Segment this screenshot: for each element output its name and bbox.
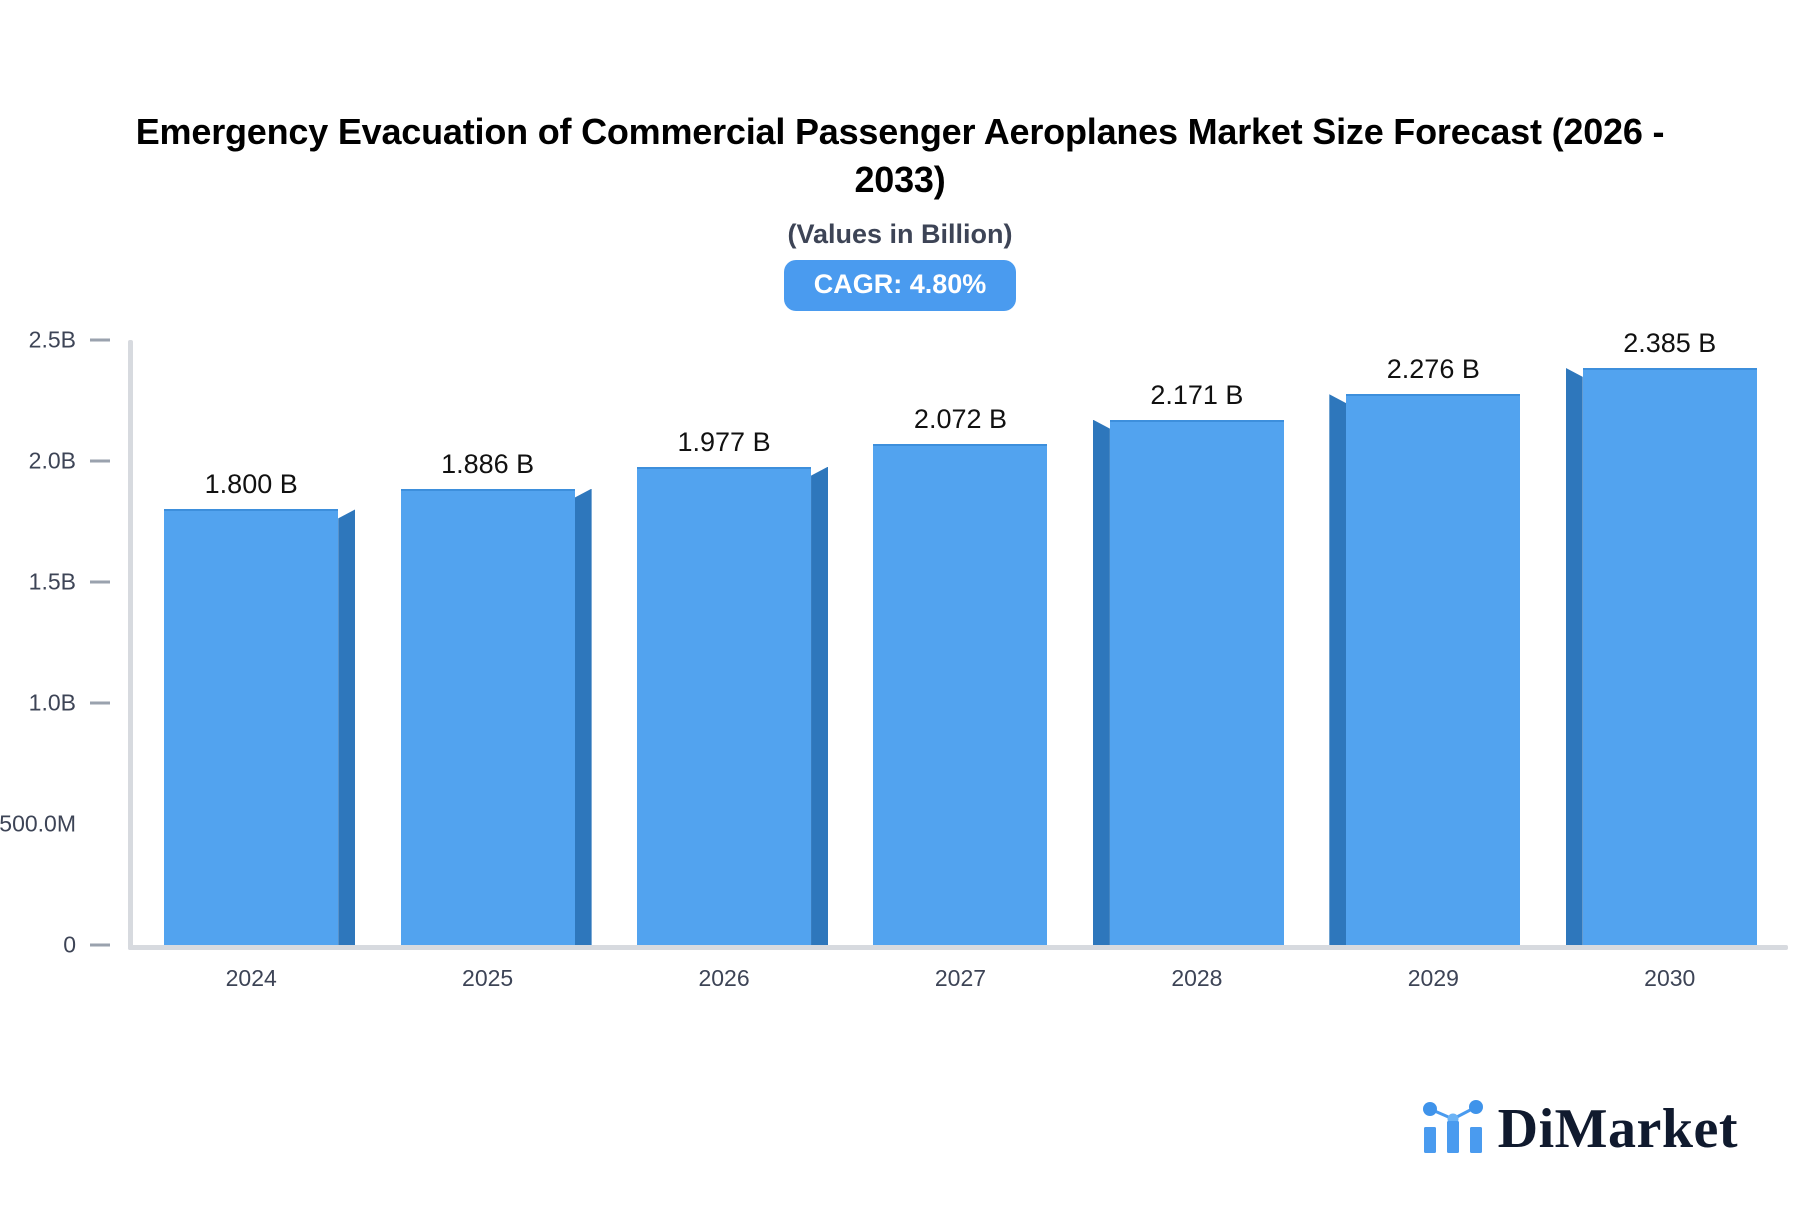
bar-front-face [400,488,575,945]
bar-front-face [1582,367,1757,945]
y-axis-tick: 2.0B [0,448,110,475]
bar-value-label: 2.276 B [1386,354,1480,385]
cagr-badge-wrapper: CAGR: 4.80% [0,260,1800,312]
y-axis-tick-label: 500.0M [0,810,76,837]
bar[interactable]: 1.886 B [400,449,592,945]
x-axis-label: 2027 [934,965,987,991]
y-axis-tick-label: 2.5B [28,326,76,353]
y-axis-tick-mark [90,943,110,947]
bar-value-label: 1.800 B [204,469,298,500]
y-axis-line [128,340,133,950]
chart-subtitle: (Values in Billion) [787,219,1013,250]
y-axis-tick-mark [90,459,110,463]
y-axis-tick-label: 1.5B [28,568,76,595]
bar-front-face [164,509,339,945]
bar[interactable]: 1.977 B [637,427,829,945]
bar-slot: 1.886 B [369,340,605,945]
bar-side-face [338,509,356,945]
y-axis-tick-mark [90,701,110,705]
x-axis-label: 2029 [1407,965,1459,991]
bar-side-face [1329,394,1347,945]
y-axis-tick-label: 1.0B [28,689,76,716]
logo-text: DiMarket [1497,1097,1738,1160]
y-axis-tick-label: 2.0B [28,447,76,474]
y-axis-tick-mark [90,580,110,584]
bar-value-label: 2.171 B [1150,379,1244,410]
x-axis-line [128,945,1788,950]
bar-side-face [1092,419,1110,945]
y-axis-tick: 1.0B [0,690,110,717]
bar-series: 1.800 B 1.886 B 1.977 B 2.072 B 2.171 B 2.276… [133,328,1788,945]
y-axis-tick: 500.0M [0,811,110,838]
bar-slot: 1.800 B [133,340,369,945]
bar-value-label: 2.385 B [1623,327,1717,358]
bar[interactable]: 2.072 B [873,404,1048,945]
dimarket-logo: DiMarket [1422,1097,1738,1160]
y-axis-tick: 2.5B [0,327,110,354]
x-axis-label: 2025 [462,965,514,991]
bar-value-label: 1.977 B [677,426,771,457]
x-axis-label: 2026 [698,965,750,991]
bar-side-face [574,488,592,945]
bar-side-face [1565,367,1583,945]
page-title: Emergency Evacuation of Commercial Passe… [135,111,1665,200]
y-axis-tick-label: 0 [63,931,76,958]
bar[interactable]: 2.276 B [1329,354,1521,945]
plot-area: 2.5B 2.0B 1.5B 1.0B 500.0M 0 1.800 B 1.886 B 1.… [0,327,1800,991]
bar-slot: 2.072 B [842,340,1078,945]
x-axis-label: 2024 [225,965,277,991]
y-axis-tick: 0 [0,932,110,959]
y-axis-tick-mark [90,822,110,825]
bar-slot: 2.171 B [1079,340,1315,945]
bar[interactable]: 2.385 B [1565,328,1757,945]
bar[interactable]: 2.171 B [1092,380,1284,945]
bar-front-face [1346,394,1521,945]
bar[interactable]: 1.800 B [164,469,356,945]
bar-chart-trend-icon [1422,1097,1484,1160]
bar-value-label: 2.072 B [913,403,1008,434]
x-axis-label: 2028 [1171,965,1223,991]
cagr-badge: CAGR: 4.80% [783,260,1017,312]
bar-front-face [873,443,1048,945]
chart-header: Emergency Evacuation of Commercial Passe… [0,108,1800,312]
x-axis-label: 2030 [1644,965,1696,991]
bar-slot: 2.385 B [1552,328,1788,945]
bar-value-label: 1.886 B [441,448,535,479]
bar-side-face [811,466,829,945]
x-axis-labels: 2024 2025 2026 2027 2028 2029 2030 [133,965,1788,992]
bar-slot: 2.276 B [1315,340,1551,945]
bar-front-face [637,466,812,945]
y-axis-tick: 1.5B [0,569,110,596]
y-axis-tick-mark [90,338,110,342]
bar-front-face [1109,419,1284,945]
bar-slot: 1.977 B [606,340,842,945]
